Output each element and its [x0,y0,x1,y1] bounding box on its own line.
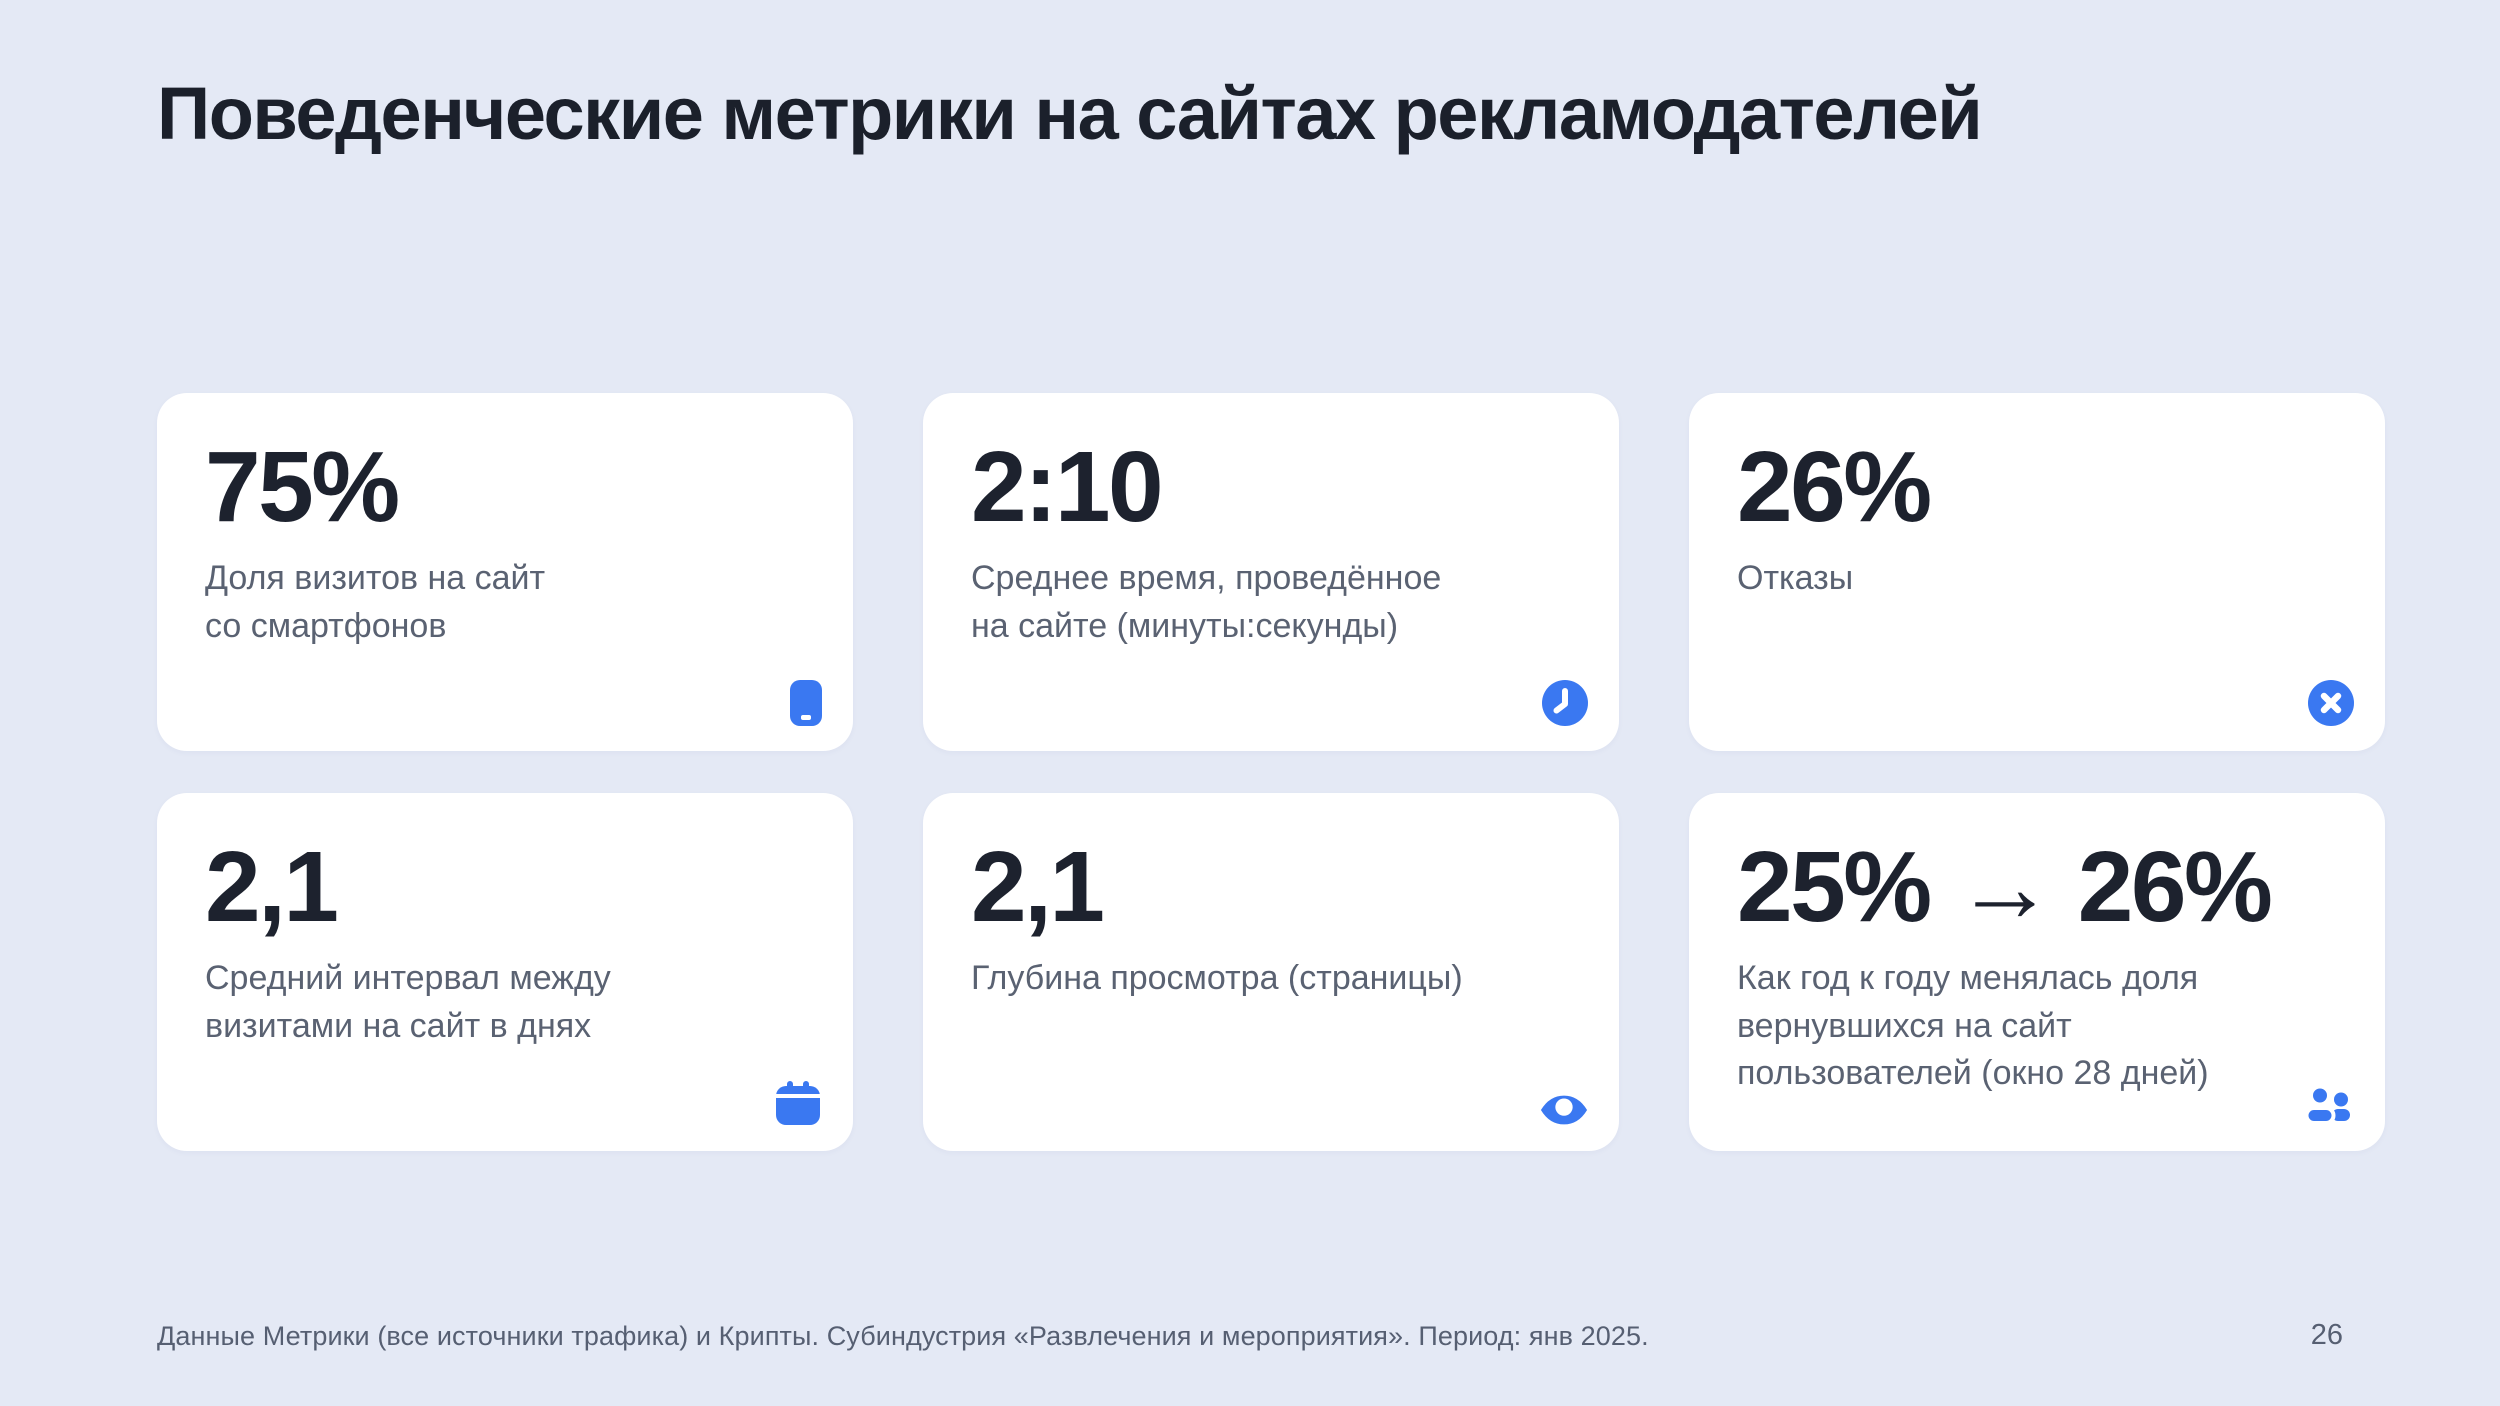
metric-value: 2,1 [205,831,339,943]
metric-card-smartphone-share: 75% Доля визитов на сайт со смартфонов [157,393,853,751]
metric-value: 75% [205,431,400,543]
page-number: 26 [2310,1319,2343,1351]
metric-value: 2,1 [971,831,1105,943]
close-circle-icon [2305,677,2355,727]
metric-cards-grid: 75% Доля визитов на сайт со смартфонов 2… [157,393,2385,1151]
metric-card-visit-interval: 2,1 Средний интервал между визитами на с… [157,793,853,1151]
metric-description: Глубина просмотра (страницы) [971,959,1463,997]
eye-icon [1539,1077,1589,1127]
smartphone-icon [773,677,823,727]
calendar-icon [773,1077,823,1127]
metric-description: Средний интервал между визитами на сайт … [205,959,611,1045]
metric-value: 25% → 26% [1737,831,2273,943]
metric-card-view-depth: 2,1 Глубина просмотра (страницы) [923,793,1619,1151]
metric-description: Отказы [1737,559,1854,597]
metric-description: Как год к году менялась доля вернувшихся… [1737,959,2209,1093]
metric-description: Среднее время, проведённое на сайте (мин… [971,559,1442,645]
users-icon [2305,1077,2355,1127]
metric-description: Доля визитов на сайт со смартфонов [205,559,546,645]
metric-card-bounce-rate: 26% Отказы [1689,393,2385,751]
metric-card-returning-users: 25% → 26% Как год к году менялась доля в… [1689,793,2385,1151]
metric-value: 26% [1737,431,1932,543]
page-title: Поведенческие метрики на сайтах рекламод… [157,72,1983,155]
clock-icon [1539,677,1589,727]
footer-source-text: Данные Метрики (все источники трафика) и… [157,1321,1649,1351]
metric-value: 2:10 [971,431,1164,543]
metric-card-avg-time: 2:10 Среднее время, проведённое на сайте… [923,393,1619,751]
